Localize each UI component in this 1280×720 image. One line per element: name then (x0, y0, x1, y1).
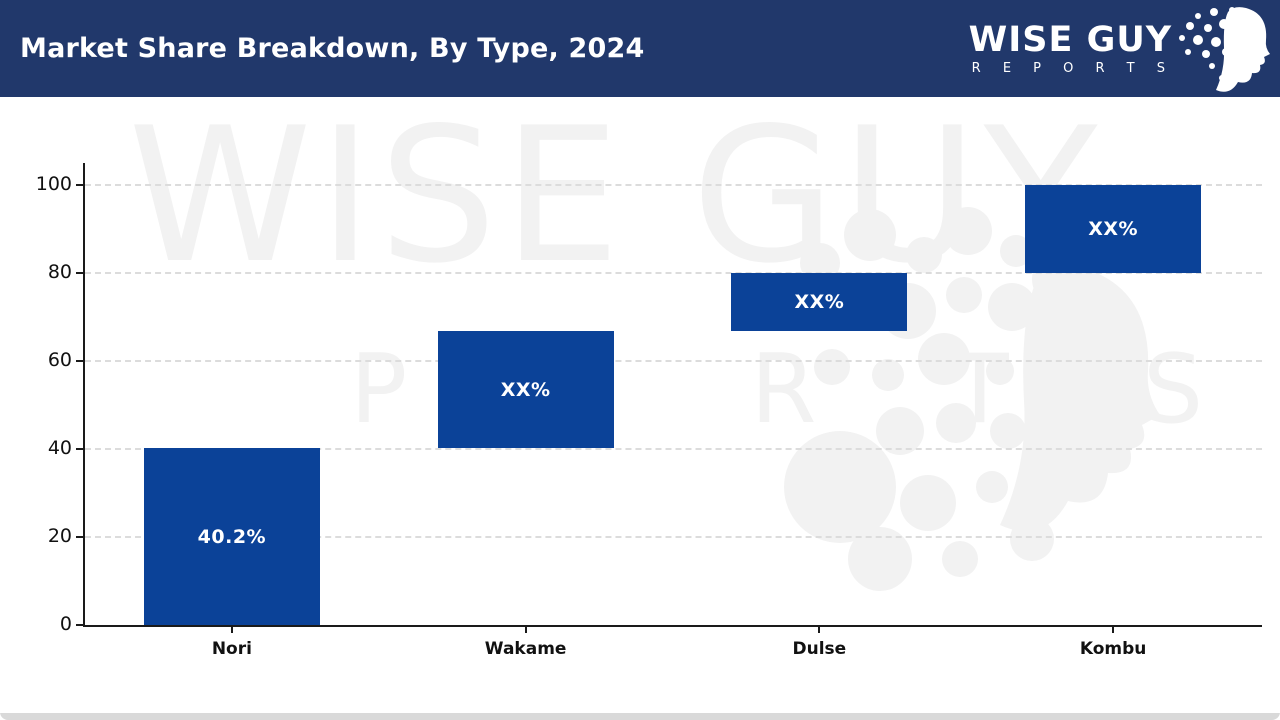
gridline-y-80 (85, 272, 1262, 274)
y-tick-label-40: 40 (47, 437, 72, 459)
bar-value-label-dulse: XX% (794, 291, 845, 314)
y-tick-100 (76, 184, 84, 186)
y-tick-20 (76, 536, 84, 538)
wiseguy-logo: WISE GUY R E P O R T S (969, 0, 1272, 97)
y-tick-label-20: 20 (47, 525, 72, 547)
bar-value-label-wakame: XX% (500, 378, 551, 401)
chart-title: Market Share Breakdown, By Type, 2024 (20, 33, 645, 64)
x-tick-label-dulse: Dulse (792, 639, 847, 659)
gridline-y-60 (85, 360, 1262, 362)
bar-wakame: XX% (437, 331, 614, 449)
gridline-y-100 (85, 184, 1262, 186)
y-axis-spine (83, 163, 85, 627)
y-tick-40 (76, 448, 84, 450)
y-tick-0 (76, 624, 84, 626)
y-tick-label-80: 80 (47, 261, 72, 283)
y-tick-label-60: 60 (47, 349, 72, 371)
logo-wordmark: WISE GUY (968, 19, 1173, 60)
x-tick-label-kombu: Kombu (1079, 639, 1147, 659)
y-tick-label-100: 100 (35, 173, 72, 195)
x-tick-dulse (818, 625, 821, 633)
y-tick-60 (76, 360, 84, 362)
gridline-y-40 (85, 448, 1262, 450)
x-tick-kombu (1112, 625, 1115, 633)
y-tick-label-0: 0 (59, 613, 72, 635)
y-tick-80 (76, 272, 84, 274)
x-tick-label-wakame: Wakame (484, 639, 567, 659)
chart-plot-area: WISE GUY. P O R T S 0 20 40 60 80 100 40.2% XX%… (0, 87, 1280, 713)
bar-nori: 40.2% (143, 448, 320, 625)
wiseguy-head-logo-icon (1179, 7, 1270, 92)
wiseguy-logo-text: WISE GUY R E P O R T S (968, 19, 1174, 76)
logo-subtitle: R E P O R T S (971, 60, 1174, 76)
bar-value-label-kombu: XX% (1088, 218, 1139, 240)
bar-value-label-nori: 40.2% (197, 525, 267, 548)
bar-kombu: XX% (1025, 185, 1202, 273)
x-tick-label-nori: Nori (211, 639, 252, 659)
gridline-y-20 (85, 536, 1262, 538)
header-bar: Market Share Breakdown, By Type, 2024 WI… (0, 0, 1280, 97)
bar-dulse: XX% (731, 273, 908, 332)
x-tick-nori (230, 625, 233, 633)
x-tick-wakame (524, 625, 527, 633)
x-axis-spine (83, 625, 1262, 627)
